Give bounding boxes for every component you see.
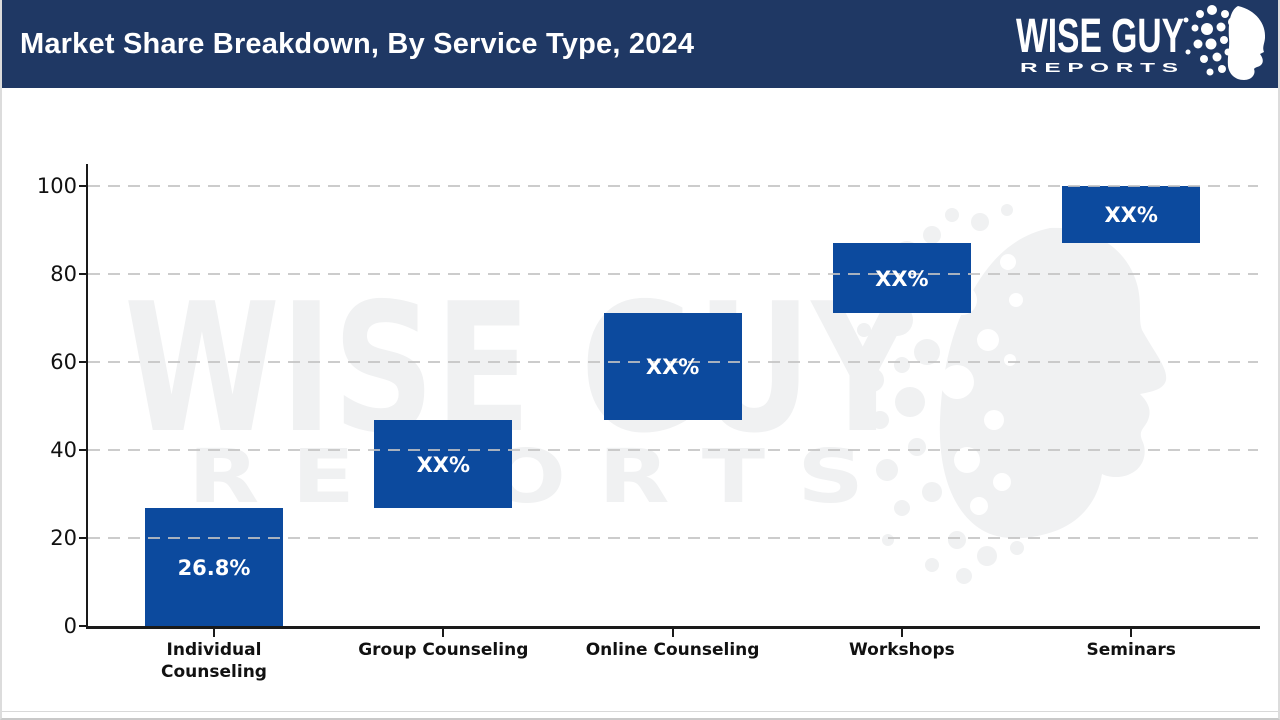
page-title: Market Share Breakdown, By Service Type,… bbox=[20, 27, 695, 60]
logo-wordmark: WISE GUY bbox=[1016, 10, 1184, 63]
gridline-40 bbox=[88, 449, 1258, 451]
logo-head-icon bbox=[1183, 5, 1266, 80]
header-bar: Market Share Breakdown, By Service Type,… bbox=[2, 0, 1278, 88]
gridline-20 bbox=[88, 537, 1258, 539]
y-tick-80 bbox=[79, 273, 86, 275]
watermark-subtitle: R E P O R T S bbox=[188, 434, 864, 520]
wise-guy-reports-logo: WISE GUY R E P O R T S bbox=[1016, 5, 1266, 80]
y-axis-spine bbox=[86, 164, 88, 629]
y-tick-label-20: 20 bbox=[50, 526, 77, 550]
bar-group-counseling bbox=[374, 419, 513, 509]
x-tick-seminars bbox=[1130, 628, 1133, 637]
y-tick-label-40: 40 bbox=[50, 438, 77, 462]
y-tick-20 bbox=[79, 537, 86, 539]
bar-value-label-group-counseling: XX% bbox=[416, 452, 471, 477]
y-tick-label-60: 60 bbox=[50, 350, 77, 374]
chart-area: WISE GUY R E P O R T S bbox=[2, 88, 1278, 712]
y-tick-label-100: 100 bbox=[36, 174, 77, 198]
gridline-80 bbox=[88, 273, 1258, 275]
y-tick-60 bbox=[79, 361, 86, 363]
category-label-group-counseling: Group Counseling bbox=[358, 640, 529, 660]
category-label-seminars: Seminars bbox=[1086, 640, 1176, 660]
category-label-workshops: Workshops bbox=[849, 640, 955, 660]
bar-workshops bbox=[832, 242, 971, 313]
x-axis-spine bbox=[86, 626, 1260, 629]
bar-value-label-seminars: XX% bbox=[1104, 203, 1158, 228]
category-label-individual-counseling: Individual Counseling bbox=[161, 640, 267, 683]
x-tick-individual-counseling bbox=[213, 628, 215, 637]
x-tick-workshops bbox=[900, 628, 903, 637]
bar-online-counseling bbox=[603, 312, 742, 420]
y-tick-label-80: 80 bbox=[50, 262, 77, 286]
watermark-wordmark: WISE GUY bbox=[124, 265, 916, 472]
bar-value-label-online-counseling: XX% bbox=[645, 355, 700, 380]
logo-subtitle: R E P O R T S bbox=[1020, 60, 1179, 75]
bar-seminars bbox=[1062, 186, 1201, 243]
gridline-100 bbox=[88, 185, 1258, 187]
bar-individual-counseling bbox=[145, 508, 283, 626]
bar-value-label-workshops: XX% bbox=[875, 266, 929, 291]
figure-bottom-edge bbox=[2, 711, 1278, 712]
y-tick-100 bbox=[79, 185, 86, 187]
category-label-online-counseling: Online Counseling bbox=[585, 640, 760, 660]
y-tick-40 bbox=[79, 449, 86, 451]
bar-value-label-individual-counseling: 26.8% bbox=[177, 556, 251, 581]
y-tick-label-0: 0 bbox=[63, 614, 77, 638]
x-tick-online-counseling bbox=[671, 628, 674, 637]
gridline-60 bbox=[88, 361, 1258, 363]
x-tick-group-counseling bbox=[442, 628, 445, 637]
y-tick-0 bbox=[79, 625, 86, 627]
